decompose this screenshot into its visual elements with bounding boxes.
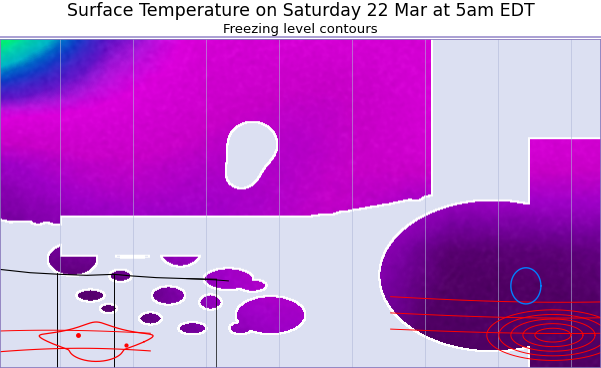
Text: Freezing level contours: Freezing level contours <box>223 24 378 36</box>
Text: Surface Temperature on Saturday 22 Mar at 5am EDT: Surface Temperature on Saturday 22 Mar a… <box>67 2 534 20</box>
